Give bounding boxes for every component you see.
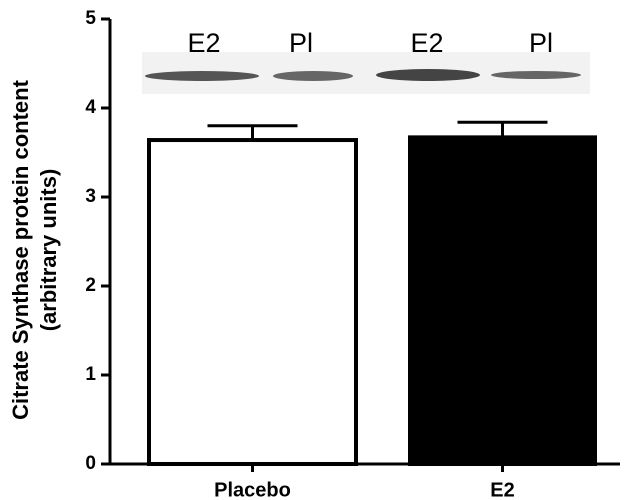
bar: [147, 138, 358, 466]
y-axis-label: (arbitrary units): [36, 169, 61, 332]
y-tick-label: 0: [85, 453, 96, 474]
y-tick-label: 3: [85, 186, 96, 207]
y-tick-label: 4: [85, 97, 96, 118]
blot-label: E2: [187, 28, 220, 58]
x-tick-label: E2: [490, 479, 514, 500]
blot-image: [142, 52, 590, 94]
x-tick-label: Placebo: [214, 479, 291, 500]
blot-label: Pl: [289, 28, 313, 58]
y-tick-label: 5: [85, 8, 96, 29]
bar: [408, 135, 597, 466]
y-tick-label: 1: [85, 364, 96, 385]
y-axis-label: Citrate Synthase protein content: [8, 79, 33, 420]
blot-label: Pl: [529, 28, 553, 58]
y-tick-label: 2: [85, 275, 96, 296]
blot-label: E2: [410, 28, 443, 58]
